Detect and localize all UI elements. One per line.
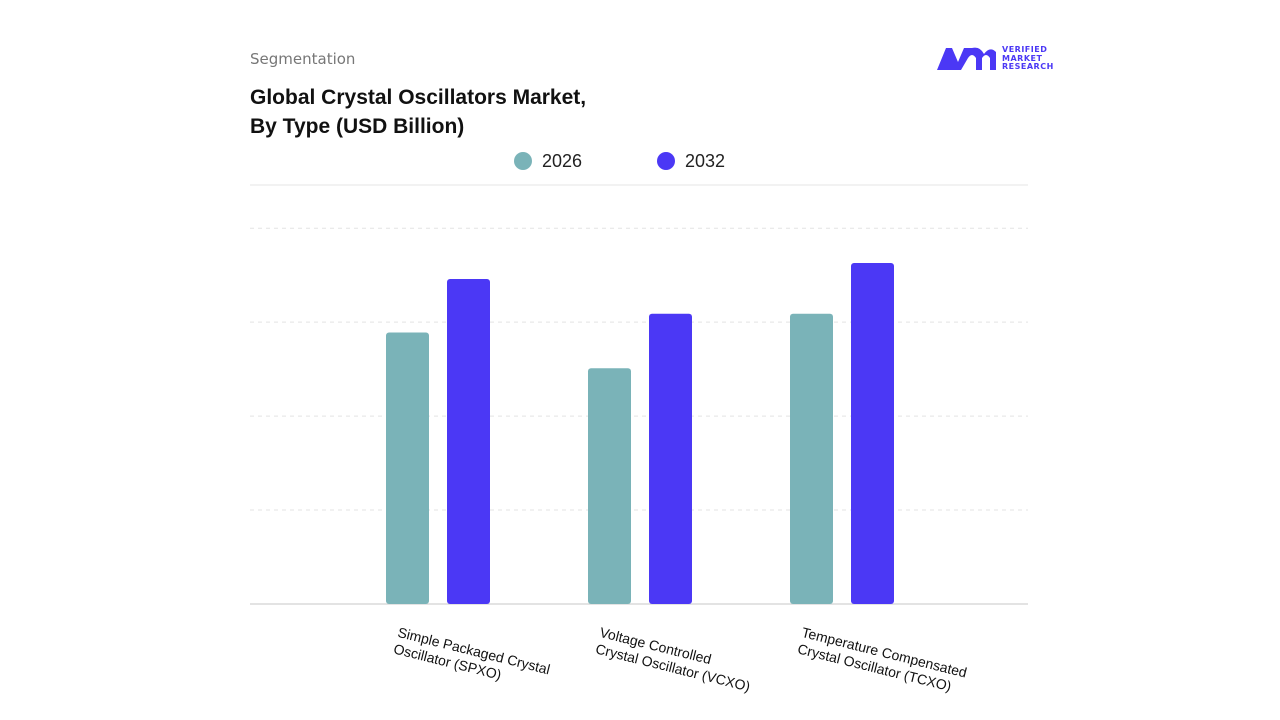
section-label: Segmentation xyxy=(250,50,356,68)
logo-text: VERIFIED MARKET RESEARCH xyxy=(1002,45,1054,71)
bar xyxy=(588,368,631,604)
logo-mark xyxy=(937,47,996,70)
bar xyxy=(790,313,833,604)
legend-marker xyxy=(657,152,675,170)
bar xyxy=(851,262,894,604)
bar xyxy=(649,313,692,604)
legend-marker xyxy=(514,152,532,170)
chart-title: Global Crystal Oscillators Market, By Ty… xyxy=(250,86,587,138)
legend-label: 2026 xyxy=(542,151,582,171)
legend-label: 2032 xyxy=(685,151,725,171)
bar xyxy=(386,332,429,604)
bar xyxy=(447,278,490,604)
